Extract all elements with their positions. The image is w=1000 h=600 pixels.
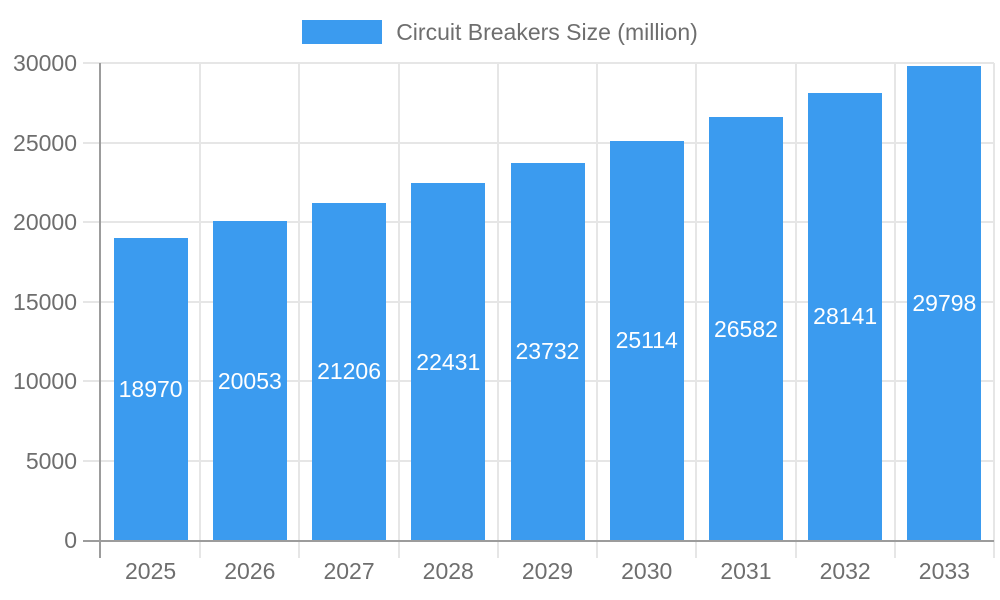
x-axis-tick-label: 2032 — [819, 558, 871, 584]
y-axis-tick-label: 0 — [64, 527, 77, 553]
x-gridline — [496, 63, 499, 558]
bar-2028 — [411, 183, 486, 540]
bar-2032 — [808, 92, 883, 540]
bar-2027 — [312, 202, 387, 540]
y-axis-tick-label: 5000 — [25, 447, 77, 474]
bar-value-label: 26582 — [713, 315, 778, 342]
y-axis-tick-label: 20000 — [13, 209, 77, 235]
x-axis-tick-label: 2029 — [521, 558, 574, 584]
x-axis-tick-label: 2033 — [918, 558, 970, 584]
x-gridline — [794, 63, 797, 558]
x-axis-tick-label: 2028 — [422, 558, 474, 584]
x-gridline — [596, 63, 599, 558]
bar-value-label: 22431 — [416, 348, 481, 375]
bar-2030 — [609, 140, 684, 540]
x-gridline — [199, 63, 202, 558]
legend-label: Circuit Breakers Size (million) — [396, 19, 698, 45]
legend-swatch-icon — [302, 20, 383, 44]
y-axis-tick-label: 30000 — [13, 50, 77, 76]
x-axis-tick-label: 2030 — [621, 558, 673, 584]
x-gridline — [695, 63, 698, 558]
x-axis-tick-label: 2027 — [323, 558, 375, 584]
x-gridline — [298, 63, 301, 558]
x-axis-line — [83, 540, 994, 542]
bar-value-label: 20053 — [217, 367, 282, 394]
y-axis-tick-label: 10000 — [13, 368, 77, 394]
bar-2025 — [113, 238, 188, 540]
y-gridline — [83, 62, 994, 64]
chart-legend[interactable]: Circuit Breakers Size (million) — [0, 18, 1000, 46]
y-axis-line — [99, 63, 101, 558]
bar-2033 — [907, 66, 982, 540]
x-gridline — [397, 63, 400, 558]
y-axis-tick-label: 15000 — [13, 288, 77, 315]
x-axis-tick-label: 2026 — [224, 558, 276, 584]
bar-2029 — [510, 162, 585, 540]
bar-value-label: 23732 — [515, 338, 580, 365]
x-gridline — [893, 63, 896, 558]
bar-value-label: 25114 — [615, 327, 678, 354]
bar-value-label: 21206 — [317, 358, 382, 385]
bar-value-label: 28141 — [813, 303, 878, 330]
x-axis-tick-label: 2031 — [720, 558, 772, 584]
y-gridline — [83, 141, 994, 144]
x-axis-tick-label: 2025 — [125, 558, 177, 584]
bar-2026 — [212, 221, 287, 540]
bar-value-label: 29798 — [912, 290, 977, 317]
y-axis-tick-label: 25000 — [13, 129, 77, 156]
bar-value-label: 18970 — [118, 376, 183, 403]
bar-2031 — [708, 117, 783, 540]
x-gridline — [993, 63, 995, 558]
